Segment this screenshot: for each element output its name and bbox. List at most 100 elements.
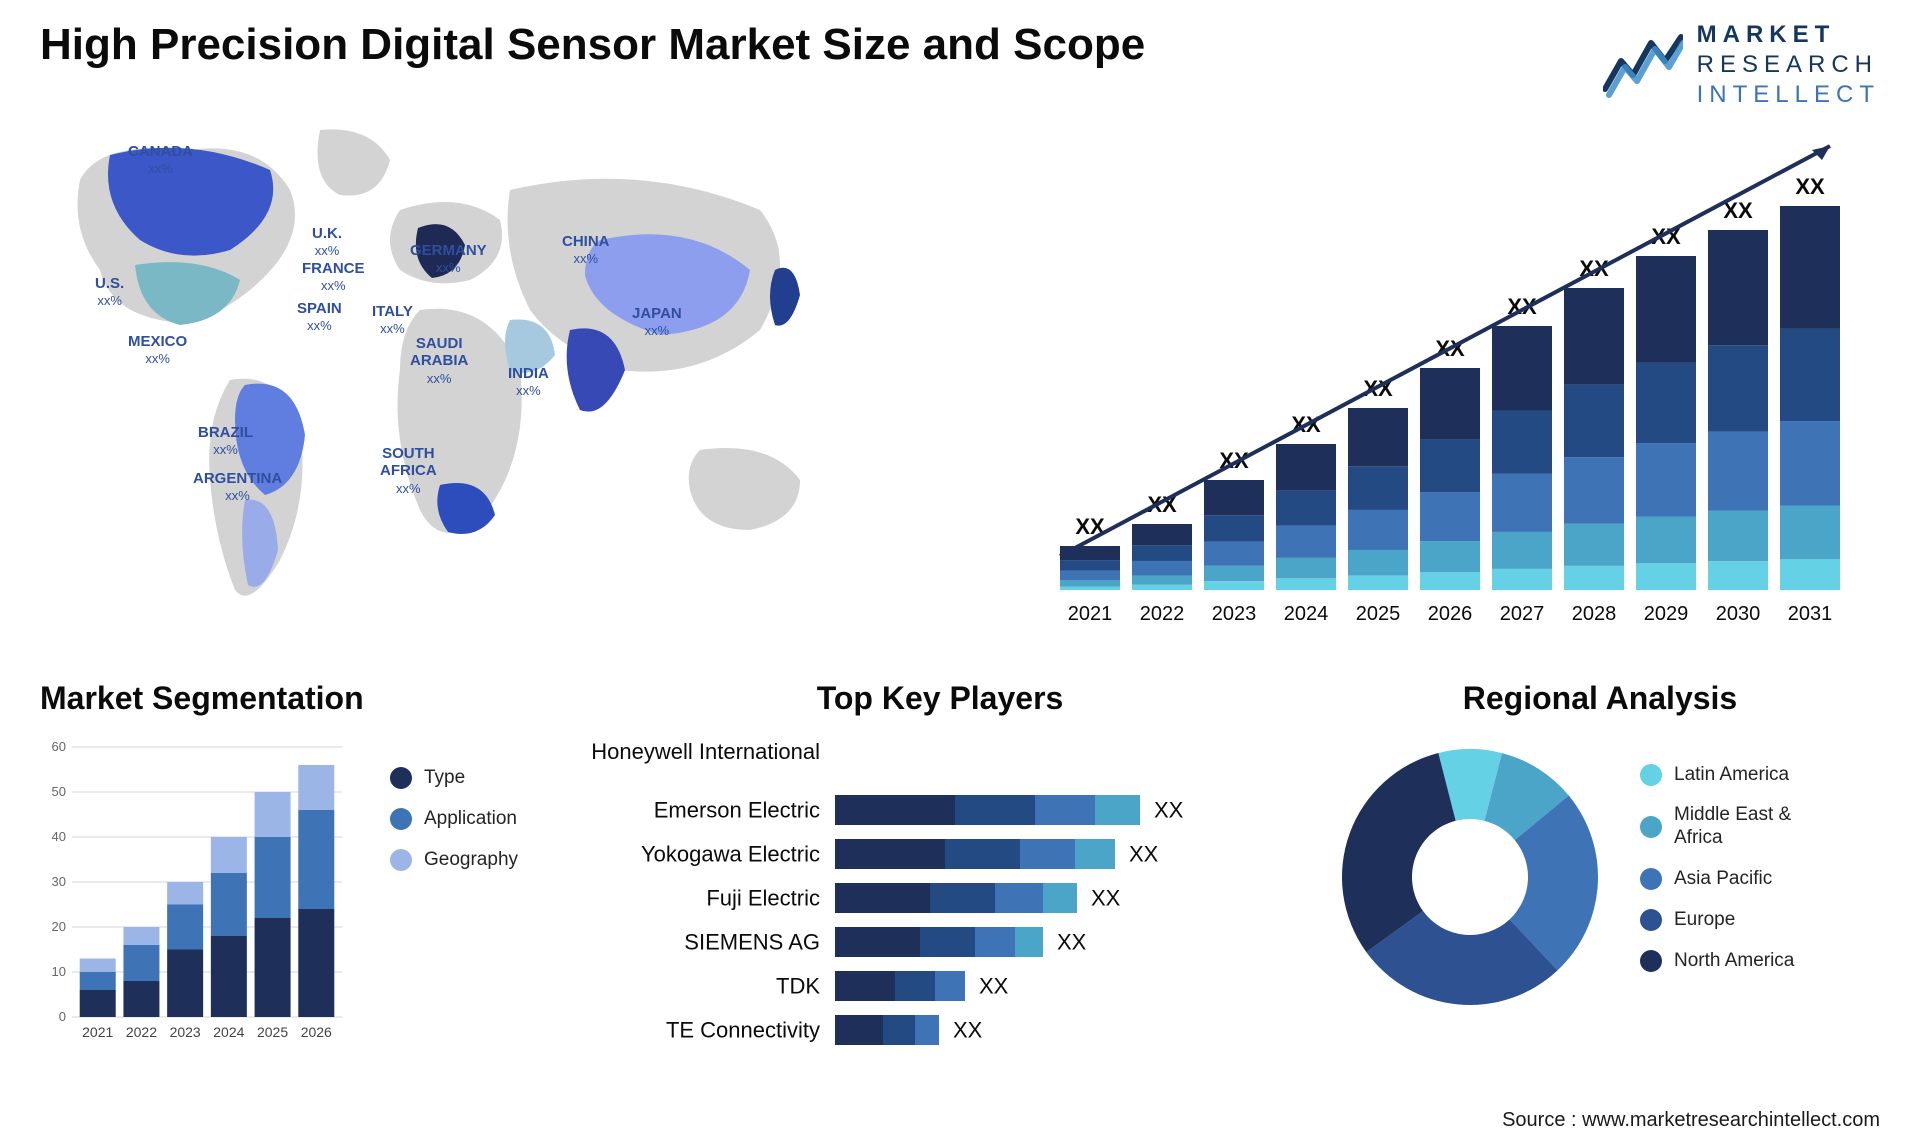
svg-text:2024: 2024 [213,1024,244,1040]
legend-text: Type [424,767,465,790]
svg-text:XX: XX [1129,842,1159,867]
map-label-name: GERMANY [410,242,487,259]
svg-text:Yokogawa Electric: Yokogawa Electric [641,842,820,867]
map-label-mexico: MEXICOxx% [128,333,187,368]
header: High Precision Digital Sensor Market Siz… [40,20,1880,110]
segmentation-title: Market Segmentation [40,680,550,717]
svg-text:60: 60 [52,739,66,754]
svg-text:XX: XX [1057,930,1087,955]
map-label-pct: xx% [148,161,173,176]
svg-text:2022: 2022 [126,1024,157,1040]
brand-logo: MARKET RESEARCH INTELLECT [1603,20,1880,110]
svg-text:2023: 2023 [1212,603,1257,625]
map-label-japan: JAPANxx% [632,305,682,340]
map-label-name: ARGENTINA [193,470,282,487]
svg-text:Emerson Electric: Emerson Electric [654,798,820,823]
map-label-pct: xx% [97,293,122,308]
map-label-pct: xx% [315,243,340,258]
legend-text: Latin America [1674,764,1789,787]
map-label-pct: xx% [225,488,250,503]
svg-text:2021: 2021 [82,1024,113,1040]
map-label-saudi-arabia: SAUDIARABIA xx% [410,335,468,387]
map-label-name: SPAIN [297,300,342,317]
logo-line2: RESEARCH [1697,50,1880,80]
legend-text: Geography [424,849,518,872]
regional-title: Regional Analysis [1330,680,1870,717]
map-label-south-africa: SOUTHAFRICAxx% [380,445,437,497]
svg-text:2022: 2022 [1140,603,1185,625]
map-label-u-s-: U.S.xx% [95,275,124,310]
svg-text:2025: 2025 [1356,603,1401,625]
svg-text:2026: 2026 [301,1024,332,1040]
map-label-argentina: ARGENTINAxx% [193,470,282,505]
svg-text:2024: 2024 [1284,603,1329,625]
map-label-name: AFRICA [380,462,437,479]
legend-swatch-icon [1640,909,1662,931]
svg-text:XX: XX [1091,886,1121,911]
svg-text:2028: 2028 [1572,603,1617,625]
legend-text: North America [1674,950,1794,973]
map-label-germany: GERMANYxx% [410,242,487,277]
map-label-name: SOUTH [382,445,435,462]
map-label-name: FRANCE [302,260,365,277]
svg-text:20: 20 [52,919,66,934]
key-players-title: Top Key Players [590,680,1290,717]
map-label-italy: ITALYxx% [372,303,413,338]
map-label-name: INDIA [508,365,549,382]
segmentation-legend: Type Application Geography [390,737,518,1057]
map-label-france: FRANCExx% [302,260,365,295]
map-label-pct: xx% [145,351,170,366]
world-map [40,120,910,640]
legend-swatch-icon [390,808,412,830]
map-label-pct: xx% [427,371,452,386]
legend-swatch-icon [1640,816,1662,838]
map-label-brazil: BRAZILxx% [198,424,253,459]
svg-text:2029: 2029 [1644,603,1689,625]
map-label-pct: xx% [516,383,541,398]
map-label-name: ARABIA [410,352,468,369]
legend-swatch-icon [390,767,412,789]
regional-legend-item: Europe [1640,909,1794,932]
legend-swatch-icon [390,849,412,871]
segmentation-legend-item: Application [390,808,518,831]
regional-donut-chart [1330,737,1610,1017]
svg-text:2023: 2023 [170,1024,201,1040]
legend-text: Application [424,808,517,831]
svg-text:40: 40 [52,829,66,844]
map-label-pct: xx% [573,251,598,266]
svg-text:Fuji Electric: Fuji Electric [706,886,820,911]
svg-text:2021: 2021 [1068,603,1113,625]
legend-swatch-icon [1640,868,1662,890]
svg-text:2027: 2027 [1500,603,1545,625]
segmentation-bar-chart: 0102030405060202120222023202420252026 [40,737,360,1057]
growth-chart-panel: XX2021XX2022XX2023XX2024XX2025XX2026XX20… [1040,130,1860,640]
svg-text:TE Connectivity: TE Connectivity [666,1018,820,1043]
segmentation-panel: Market Segmentation 01020304050602021202… [40,680,550,1080]
regional-legend-item: Asia Pacific [1640,868,1794,891]
map-label-spain: SPAINxx% [297,300,342,335]
world-map-panel: CANADAxx%U.S.xx%MEXICOxx%BRAZILxx%ARGENT… [40,120,910,640]
svg-text:XX: XX [1795,174,1825,199]
svg-text:50: 50 [52,784,66,799]
map-label-india: INDIAxx% [508,365,549,400]
logo-line3: INTELLECT [1697,80,1880,110]
key-players-panel: Top Key Players Honeywell InternationalE… [590,680,1290,1080]
svg-text:XX: XX [1154,798,1184,823]
map-label-china: CHINAxx% [562,233,610,268]
regional-legend-item: Latin America [1640,764,1794,787]
logo-line1: MARKET [1697,20,1880,50]
map-label-name: U.K. [312,225,342,242]
legend-swatch-icon [1640,764,1662,786]
map-label-name: MEXICO [128,333,187,350]
segmentation-legend-item: Type [390,767,518,790]
legend-text: Europe [1674,909,1735,932]
growth-bar-chart: XX2021XX2022XX2023XX2024XX2025XX2026XX20… [1040,130,1860,640]
map-label-name: BRAZIL [198,424,253,441]
map-label-pct: xx% [645,323,670,338]
legend-swatch-icon [1640,950,1662,972]
svg-text:30: 30 [52,874,66,889]
map-label-name: SAUDI [416,335,463,352]
map-label-name: U.S. [95,275,124,292]
logo-mark-icon [1603,31,1683,99]
svg-text:0: 0 [59,1009,66,1024]
